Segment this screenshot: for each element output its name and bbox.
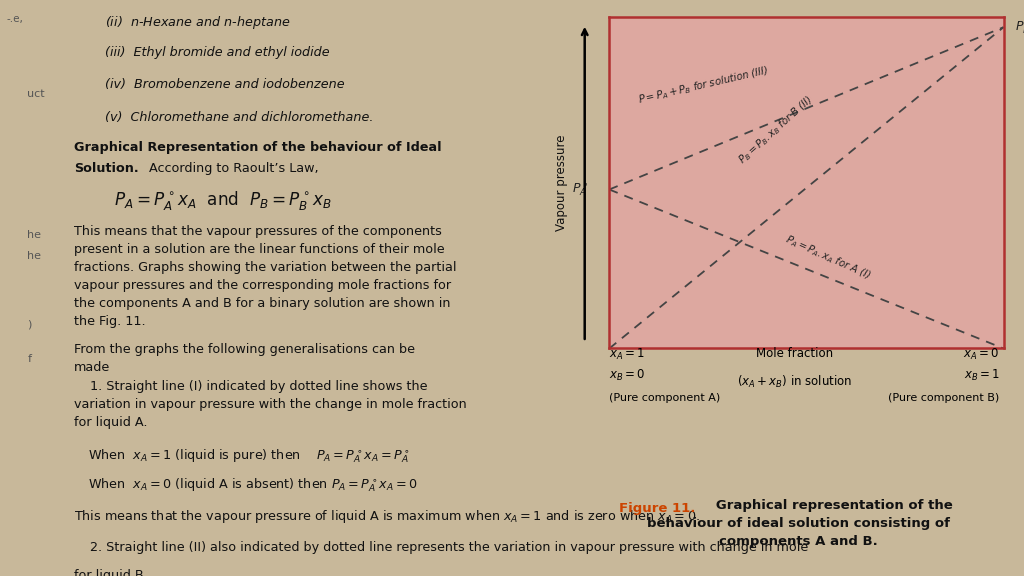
Text: When  $x_A = 1$ (liquid is pure) then    $P_A = P_A^\circ x_A = P_A^\circ$: When $x_A = 1$ (liquid is pure) then $P_… xyxy=(88,448,411,465)
Text: $(x_A+x_B)$ in solution: $(x_A+x_B)$ in solution xyxy=(737,374,852,390)
Text: $P_B=P_B.x_B$ for B (II): $P_B=P_B.x_B$ for B (II) xyxy=(735,93,815,167)
Text: 1. Straight line (I) indicated by dotted line shows the
variation in vapour pres: 1. Straight line (I) indicated by dotted… xyxy=(74,380,467,429)
Text: 2. Straight line (II) also indicated by dotted line represents the variation in : 2. Straight line (II) also indicated by … xyxy=(74,541,808,555)
Text: This means that the vapour pressures of the components
present in a solution are: This means that the vapour pressures of … xyxy=(74,225,457,328)
Text: From the graphs the following generalisations can be
made: From the graphs the following generalisa… xyxy=(74,343,415,374)
Text: for liquid B: for liquid B xyxy=(74,569,143,576)
Text: This means that the vapour pressure of liquid A is maximum when $x_A = 1$ and is: This means that the vapour pressure of l… xyxy=(74,508,699,525)
Text: $P_A = P_A^\circ x_A$  and  $P_B = P_B^\circ x_B$: $P_A = P_A^\circ x_A$ and $P_B = P_B^\ci… xyxy=(114,189,332,212)
Text: $x_B=1$: $x_B=1$ xyxy=(964,367,999,383)
Text: $x_B=0$: $x_B=0$ xyxy=(609,367,645,383)
Text: $P_b^\circ$: $P_b^\circ$ xyxy=(1016,19,1024,36)
Text: Graphical representation of the
behaviour of ideal solution consisting of
compon: Graphical representation of the behaviou… xyxy=(645,499,952,548)
Text: Graphical Representation of the behaviour of Ideal: Graphical Representation of the behaviou… xyxy=(74,141,441,154)
Text: $P_A=P_A.x_A$ for A (I): $P_A=P_A.x_A$ for A (I) xyxy=(782,233,872,283)
Text: (iv)  Bromobenzene and iodobenzene: (iv) Bromobenzene and iodobenzene xyxy=(105,78,345,91)
Text: Figure 11.: Figure 11. xyxy=(618,502,695,515)
Text: $P_A^\circ$: $P_A^\circ$ xyxy=(571,181,588,198)
Text: (iii)  Ethyl bromide and ethyl iodide: (iii) Ethyl bromide and ethyl iodide xyxy=(105,46,330,59)
Text: Mole fraction: Mole fraction xyxy=(756,347,834,360)
Text: $P=P_A+P_B$ for solution (III): $P=P_A+P_B$ for solution (III) xyxy=(637,64,770,107)
Text: he: he xyxy=(28,230,41,240)
Text: -.e,: -.e, xyxy=(7,14,24,24)
Text: $x_A=1$: $x_A=1$ xyxy=(609,347,645,362)
Text: Solution.: Solution. xyxy=(74,162,138,176)
Text: Vapour pressure: Vapour pressure xyxy=(555,135,568,231)
Text: (v)  Chloromethane and dichloromethane.: (v) Chloromethane and dichloromethane. xyxy=(105,111,374,124)
Text: he: he xyxy=(28,251,41,260)
Text: (ii)  $n$-Hexane and $n$-heptane: (ii) $n$-Hexane and $n$-heptane xyxy=(105,14,291,32)
Text: (Pure component A): (Pure component A) xyxy=(609,393,721,403)
Text: uct: uct xyxy=(28,89,45,99)
Text: ): ) xyxy=(28,320,32,329)
Text: $x_A=0$: $x_A=0$ xyxy=(964,347,999,362)
Text: (Pure component B): (Pure component B) xyxy=(889,393,999,403)
Text: When  $x_A = 0$ (liquid A is absent) then $P_A = P_A^\circ x_A = 0$: When $x_A = 0$ (liquid A is absent) then… xyxy=(88,477,418,494)
Text: f: f xyxy=(28,354,32,364)
Text: According to Raoult’s Law,: According to Raoult’s Law, xyxy=(145,162,318,176)
